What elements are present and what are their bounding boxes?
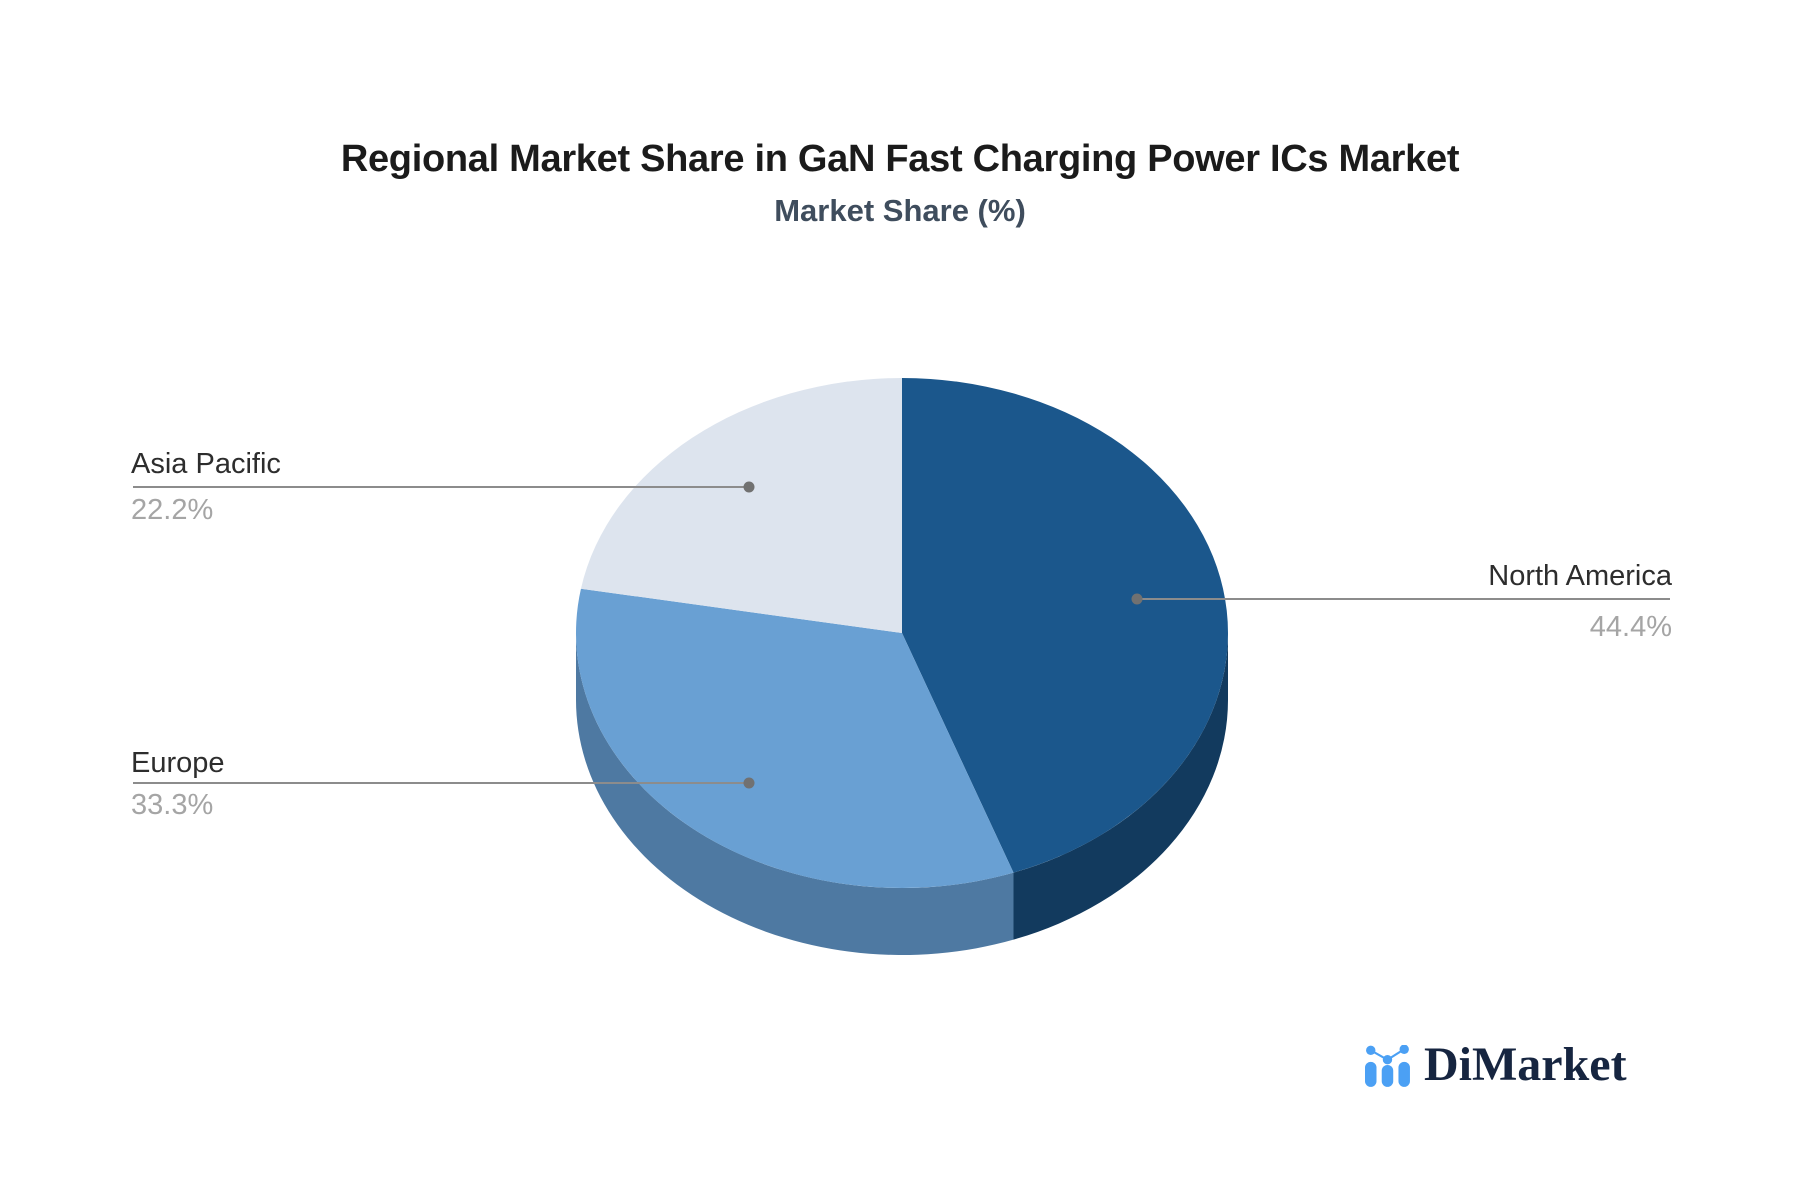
callout-label-europe: Europe [131,747,225,779]
callout-lines [133,481,1670,789]
logo-bar [1365,1061,1377,1087]
logo-dot [1366,1045,1376,1056]
chart-subtitle: Market Share (%) [774,193,1026,228]
callout-value-asia-pacific: 22.2% [131,494,214,526]
callout-label-asia-pacific: Asia Pacific [131,448,281,480]
callout-value-north-america: 44.4% [1589,611,1672,643]
brand-logo: DiMarket [1365,1038,1627,1090]
logo-dot [1399,1045,1409,1054]
pie-slice-north-america[interactable] [902,378,1228,873]
pie-slices [575,378,1228,955]
callout-dot-north-america [1131,593,1143,605]
callout-label-north-america: North America [1488,560,1672,592]
callout-dot-europe [743,777,755,789]
logo-dot [1382,1055,1393,1065]
logo-bar [1381,1064,1394,1087]
callout-value-europe: 33.3% [131,789,214,821]
chart-title: Regional Market Share in GaN Fast Chargi… [340,138,1460,180]
brand-name: DiMarket [1424,1038,1627,1091]
pie-slice-europe[interactable] [575,588,1014,888]
callout-dot-asia-pacific [743,481,755,493]
bar-chart-logo-icon [1365,1045,1410,1087]
pie-slice-asia-pacific[interactable] [580,378,902,633]
pie-slice-side-north-america [1013,633,1228,940]
logo-bar [1398,1061,1410,1087]
pie-slice-side-europe [576,633,1014,955]
